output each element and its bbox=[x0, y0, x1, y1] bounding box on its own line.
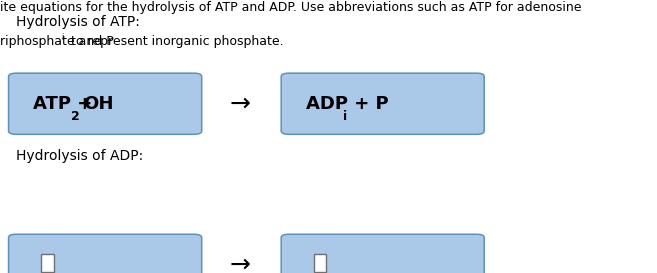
Text: i: i bbox=[343, 109, 348, 123]
Text: Hydrolysis of ATP:: Hydrolysis of ATP: bbox=[16, 15, 141, 29]
Text: to represent inorganic phosphate.: to represent inorganic phosphate. bbox=[67, 35, 283, 49]
Text: riphosphate and P: riphosphate and P bbox=[0, 35, 114, 49]
Text: ite equations for the hydrolysis of ATP and ADP. Use abbreviations such as ATP f: ite equations for the hydrolysis of ATP … bbox=[0, 1, 581, 14]
Text: →: → bbox=[229, 92, 250, 116]
Text: ADP + P: ADP + P bbox=[306, 95, 388, 113]
FancyBboxPatch shape bbox=[281, 73, 484, 134]
Text: →: → bbox=[229, 253, 250, 273]
FancyBboxPatch shape bbox=[281, 234, 484, 273]
Text: O: O bbox=[83, 95, 99, 113]
FancyBboxPatch shape bbox=[9, 234, 202, 273]
Text: ATP + H: ATP + H bbox=[33, 95, 114, 113]
FancyBboxPatch shape bbox=[314, 254, 327, 272]
Text: i: i bbox=[61, 33, 64, 42]
Text: 2: 2 bbox=[70, 109, 79, 123]
FancyBboxPatch shape bbox=[41, 254, 54, 272]
FancyBboxPatch shape bbox=[9, 73, 202, 134]
Text: Hydrolysis of ADP:: Hydrolysis of ADP: bbox=[16, 149, 144, 163]
